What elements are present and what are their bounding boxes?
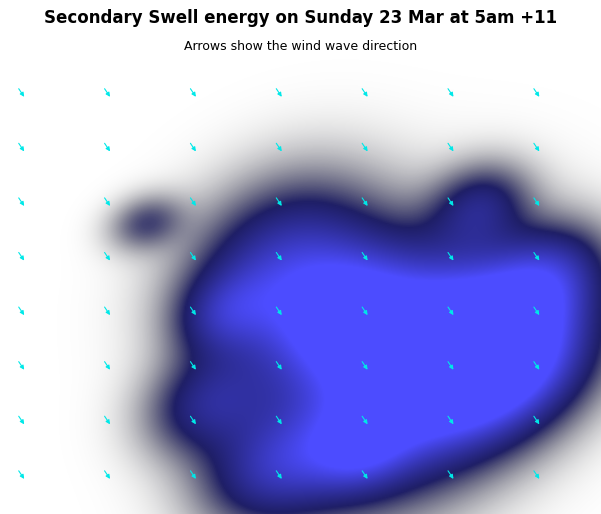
Text: Secondary Swell energy on Sunday 23 Mar at 5am +11: Secondary Swell energy on Sunday 23 Mar … xyxy=(44,9,557,27)
Text: Arrows show the wind wave direction: Arrows show the wind wave direction xyxy=(184,40,417,52)
